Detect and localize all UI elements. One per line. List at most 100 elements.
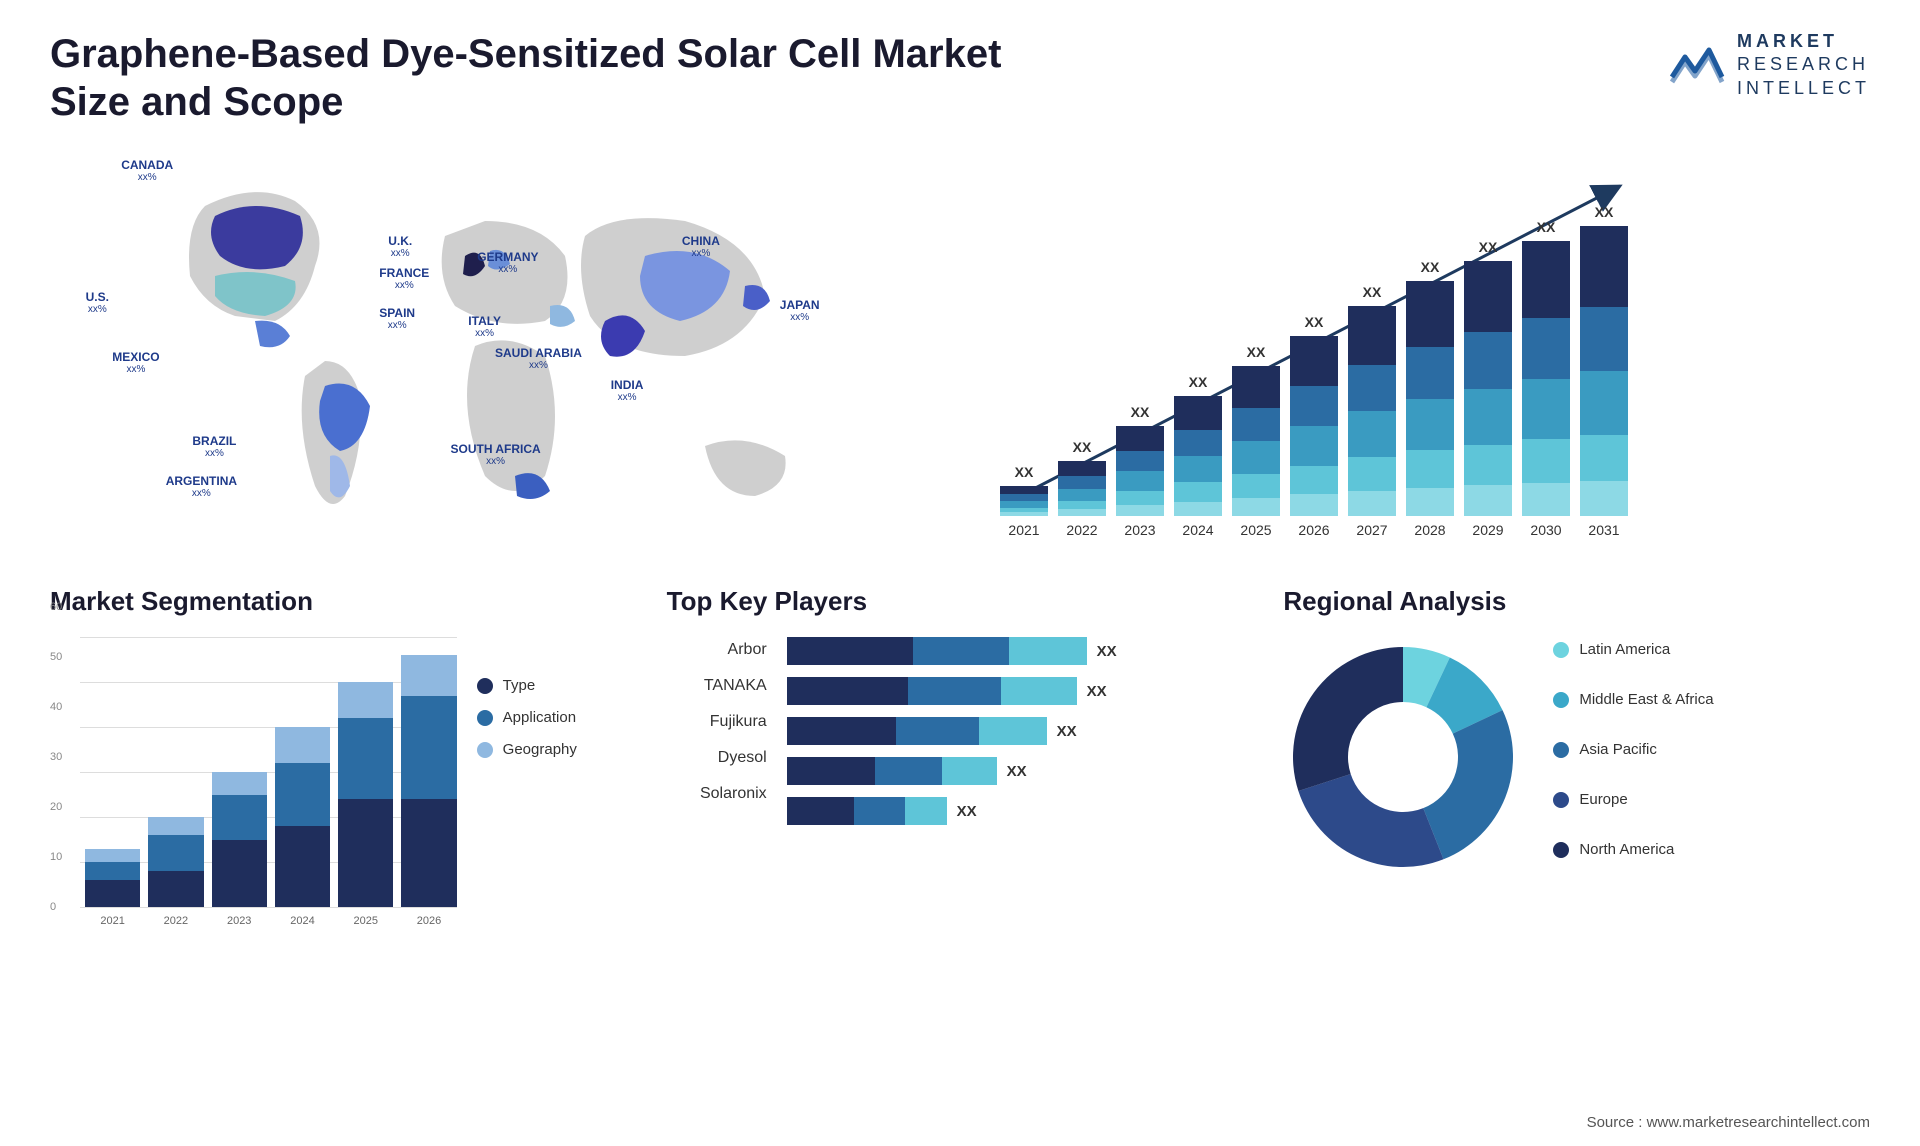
growth-bar: XX: [1290, 336, 1338, 516]
map-label: SAUDI ARABIAxx%: [495, 346, 582, 371]
logo-line3: INTELLECT: [1737, 77, 1870, 100]
brand-logo: MARKET RESEARCH INTELLECT: [1667, 30, 1870, 100]
seg-y-tick: 30: [50, 751, 62, 763]
segmentation-title: Market Segmentation: [50, 586, 637, 617]
map-label: FRANCExx%: [379, 266, 429, 291]
growth-bar: XX: [1522, 241, 1570, 516]
seg-bar: 2025: [338, 682, 393, 907]
growth-bar: XX: [1058, 461, 1106, 516]
growth-bar-value: XX: [1174, 374, 1222, 390]
seg-bar: 2024: [275, 727, 330, 907]
regional-legend-item: North America: [1553, 841, 1713, 858]
map-label: CHINAxx%: [682, 234, 720, 259]
player-row: XX: [787, 757, 1254, 785]
regional-section: Regional Analysis Latin America Middle Ea…: [1283, 586, 1870, 937]
seg-bar: 2026: [401, 655, 456, 907]
growth-year-label: 2021: [1000, 522, 1048, 538]
player-name: Solaronix: [700, 785, 767, 803]
growth-year-label: 2023: [1116, 522, 1164, 538]
player-row: XX: [787, 797, 1254, 825]
map-label: ITALYxx%: [468, 314, 501, 339]
player-value: XX: [1007, 763, 1027, 780]
player-name: Dyesol: [718, 749, 767, 767]
segmentation-section: Market Segmentation 01020304050602021202…: [50, 586, 637, 937]
seg-y-tick: 50: [50, 651, 62, 663]
donut-slice: [1424, 710, 1514, 859]
player-name: Arbor: [728, 641, 767, 659]
growth-bar-chart: XXXXXXXXXXXXXXXXXXXXXX 20212022202320242…: [980, 146, 1870, 546]
growth-bar: XX: [1464, 261, 1512, 516]
seg-bar: 2022: [148, 817, 203, 907]
player-value: XX: [1097, 643, 1117, 660]
map-label: SPAINxx%: [379, 306, 415, 331]
growth-year-label: 2022: [1058, 522, 1106, 538]
growth-bar-value: XX: [1580, 204, 1628, 220]
map-label: U.K.xx%: [388, 234, 412, 259]
regional-legend-item: Middle East & Africa: [1553, 691, 1713, 708]
players-chart: Arbor TANAKA Fujikura Dyesol Solaronix XX XX X…: [667, 637, 1254, 825]
logo-line2: RESEARCH: [1737, 53, 1870, 76]
player-name: Fujikura: [710, 713, 767, 731]
logo-line1: MARKET: [1737, 30, 1870, 53]
growth-bar: XX: [1000, 486, 1048, 516]
map-label: ARGENTINAxx%: [166, 474, 237, 499]
seg-bar: 2021: [85, 849, 140, 908]
map-label: U.S.xx%: [86, 290, 109, 315]
growth-year-label: 2029: [1464, 522, 1512, 538]
growth-year-label: 2026: [1290, 522, 1338, 538]
seg-year-label: 2022: [148, 915, 203, 927]
regional-legend-item: Europe: [1553, 791, 1713, 808]
map-label: MEXICOxx%: [112, 350, 159, 375]
growth-bar: XX: [1580, 226, 1628, 516]
player-name: TANAKA: [704, 677, 767, 695]
seg-legend-item: Application: [477, 709, 637, 726]
growth-bar-value: XX: [1464, 239, 1512, 255]
regional-legend-item: Latin America: [1553, 641, 1713, 658]
growth-year-label: 2024: [1174, 522, 1222, 538]
player-row: XX: [787, 637, 1254, 665]
seg-legend-item: Type: [477, 677, 637, 694]
growth-bar-value: XX: [1232, 344, 1280, 360]
seg-y-tick: 60: [50, 601, 62, 613]
seg-gridline: [80, 907, 457, 908]
seg-year-label: 2026: [401, 915, 456, 927]
player-value: XX: [1087, 683, 1107, 700]
growth-bar-value: XX: [1406, 259, 1454, 275]
growth-bar: XX: [1174, 396, 1222, 516]
world-map: CANADAxx%U.S.xx%MEXICOxx%BRAZILxx%ARGENT…: [50, 146, 940, 546]
growth-bar: XX: [1116, 426, 1164, 516]
seg-y-tick: 20: [50, 801, 62, 813]
growth-year-label: 2030: [1522, 522, 1570, 538]
seg-y-tick: 0: [50, 901, 56, 913]
map-label: GERMANYxx%: [477, 250, 538, 275]
growth-year-label: 2027: [1348, 522, 1396, 538]
map-label: SOUTH AFRICAxx%: [451, 442, 541, 467]
seg-year-label: 2021: [85, 915, 140, 927]
map-label: JAPANxx%: [780, 298, 820, 323]
growth-bar-value: XX: [1000, 464, 1048, 480]
page-title: Graphene-Based Dye-Sensitized Solar Cell…: [50, 30, 1050, 126]
player-row: XX: [787, 717, 1254, 745]
donut-slice: [1299, 774, 1444, 867]
growth-year-label: 2025: [1232, 522, 1280, 538]
seg-legend-item: Geography: [477, 741, 637, 758]
segmentation-chart: 0102030405060202120222023202420252026Typ…: [50, 637, 637, 937]
seg-year-label: 2024: [275, 915, 330, 927]
seg-y-tick: 40: [50, 701, 62, 713]
donut-slice: [1293, 647, 1403, 791]
players-section: Top Key Players Arbor TANAKA Fujikura Dyeso…: [667, 586, 1254, 937]
map-label: CANADAxx%: [121, 158, 173, 183]
regional-chart: Latin AmericaMiddle East & AfricaAsia Pa…: [1283, 637, 1870, 877]
growth-year-label: 2028: [1406, 522, 1454, 538]
regional-title: Regional Analysis: [1283, 586, 1870, 617]
player-value: XX: [1057, 723, 1077, 740]
growth-bar: XX: [1406, 281, 1454, 516]
players-title: Top Key Players: [667, 586, 1254, 617]
seg-year-label: 2025: [338, 915, 393, 927]
seg-year-label: 2023: [212, 915, 267, 927]
donut-icon: [1283, 637, 1523, 877]
source-attribution: Source : www.marketresearchintellect.com: [1587, 1114, 1870, 1131]
growth-bar-value: XX: [1290, 314, 1338, 330]
player-row: XX: [787, 677, 1254, 705]
growth-bar-value: XX: [1058, 439, 1106, 455]
